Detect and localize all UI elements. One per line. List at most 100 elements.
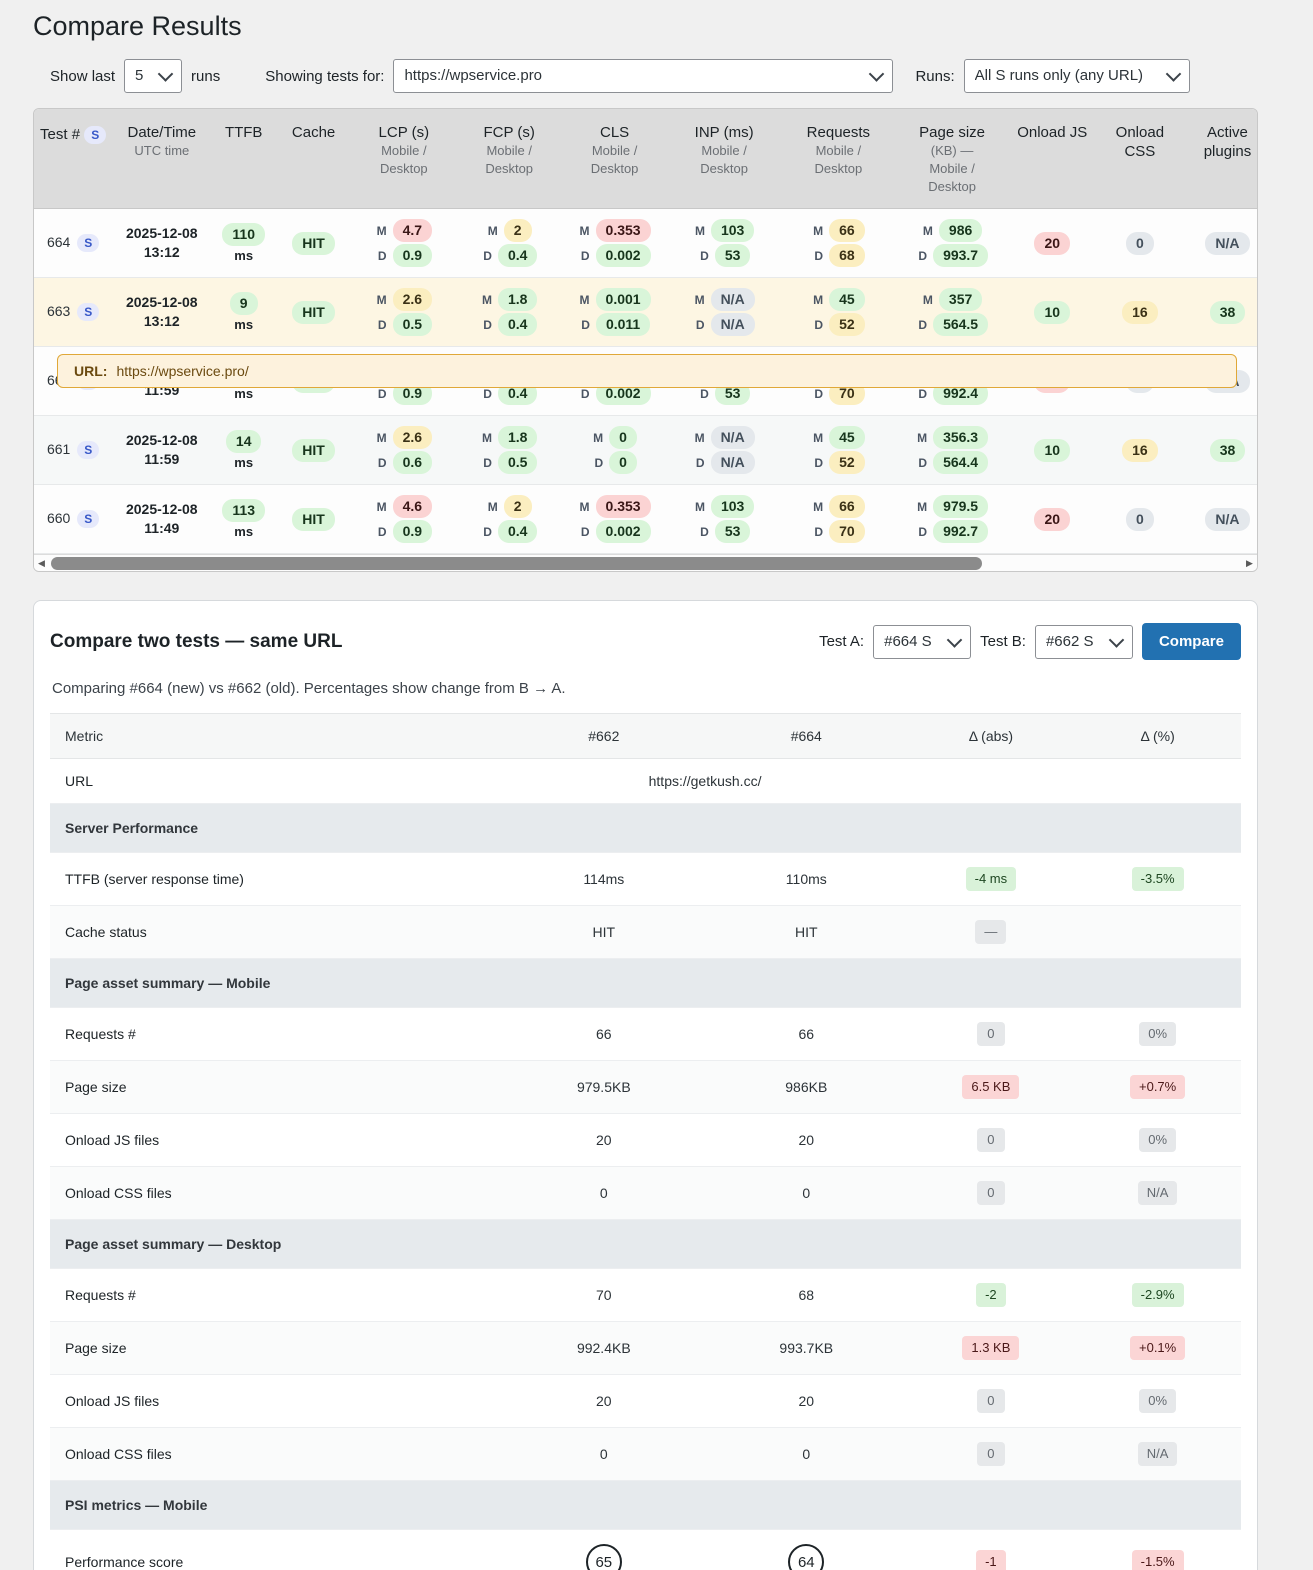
compare-value-a: 66 [705, 1007, 908, 1061]
cell-lcp: M 4.6 D 0.9 [351, 484, 457, 554]
compare-delta-abs: 6.5 KB [907, 1060, 1075, 1114]
metric-md-row: D 0.9 [355, 244, 452, 267]
metric-value-pill: 53 [714, 244, 751, 267]
metric-md-row: M 45 [785, 426, 892, 449]
metric-md-key: D [483, 248, 492, 263]
ttfb-pill: 9 [229, 292, 258, 315]
metric-md-row: M N/A [671, 426, 777, 449]
s-badge-icon: S [77, 510, 100, 529]
cell-onload-js: 10 [1008, 277, 1097, 347]
onload-css-pill: 16 [1122, 438, 1158, 462]
col-active-plugins[interactable]: Active plugins [1183, 109, 1257, 209]
cell-ttfb: 110 ms [211, 208, 277, 278]
url-tooltip-label: URL: [74, 363, 108, 379]
compare-card: Compare two tests — same URL Test A: #66… [33, 600, 1258, 1570]
cell-requests: M 66 D 68 [780, 208, 896, 278]
compare-metric-label: Page size [50, 1321, 503, 1375]
scrollbar-track[interactable] [49, 556, 1242, 570]
cell-test-no[interactable]: 661 S [34, 415, 113, 485]
compare-value-a: 0 [705, 1427, 908, 1481]
col-test-no[interactable]: Test # S [34, 109, 113, 209]
cell-requests: M 45 D 52 [780, 277, 896, 347]
delta-pill: -1.5% [1131, 1550, 1184, 1570]
col-requests[interactable]: Requests Mobile / Desktop [780, 109, 896, 209]
col-onload-css[interactable]: Onload CSS [1096, 109, 1184, 209]
col-datetime[interactable]: Date/Time UTC time [112, 109, 212, 209]
metric-value-pill: 0.4 [497, 244, 538, 267]
cell-requests: M 66 D 70 [780, 484, 896, 554]
delta-pill: +0.1% [1130, 1336, 1186, 1360]
metric-md-row: M 2.6 [355, 288, 452, 311]
scrollbar-thumb[interactable] [51, 556, 982, 570]
cell-cache: HIT [276, 277, 352, 347]
col-cls-label: CLS [599, 124, 630, 141]
col-lcp[interactable]: LCP (s) Mobile / Desktop [351, 109, 457, 209]
col-pagesize[interactable]: Page size (KB) — Mobile / Desktop [895, 109, 1009, 209]
metric-md-key: D [594, 455, 604, 470]
compare-button[interactable]: Compare [1141, 623, 1241, 660]
col-cls-sub2: Desktop [590, 161, 639, 176]
compare-metric-label: Page size [50, 1060, 503, 1114]
table-row[interactable]: 664 S 2025-12-08 13:12 110 ms HIT M 4.7 D 0.9 M 2 D 0.… [34, 208, 1257, 278]
compare-row: Page size 992.4KB 993.7KB 1.3 KB +0.1% [50, 1321, 1241, 1375]
test-a-select[interactable]: #664 S [873, 624, 972, 659]
ttfb-pill: 14 [225, 430, 262, 453]
metric-md-row: M 357 [900, 288, 1005, 311]
col-fcp[interactable]: FCP (s) Mobile / Desktop [456, 109, 562, 209]
metric-md-key: M [694, 430, 705, 445]
compare-metric-label: Cache status [50, 905, 503, 959]
metric-value-pill: 0.5 [392, 313, 433, 336]
compare-header: Compare two tests — same URL Test A: #66… [50, 623, 1241, 660]
compare-metric-label: Requests # [50, 1268, 503, 1322]
col-cache[interactable]: Cache [276, 109, 352, 209]
col-pagesize-sub2: Desktop [928, 179, 976, 194]
compare-section-label: Page asset summary — Desktop [50, 1219, 1241, 1269]
cell-inp: M N/A D N/A [667, 277, 781, 347]
table-row[interactable]: 660 S 2025-12-08 11:49 113 ms HIT M 4.6 D 0.9 M 2 D 0.… [34, 484, 1257, 554]
runs-count-select[interactable]: 5 [124, 59, 183, 93]
compare-delta-abs: 0 [907, 1374, 1075, 1428]
metric-value-pill: 0.002 [595, 520, 651, 543]
metric-md-row: M 1.8 [461, 426, 558, 449]
compare-delta-abs: 0 [907, 1166, 1075, 1220]
col-datetime-label: Date/Time [127, 124, 197, 141]
col-test-no-label: Test # [40, 126, 81, 143]
onload-js-pill: 20 [1034, 231, 1071, 255]
runs-suffix-label: runs [191, 67, 221, 85]
onload-css-pill: 0 [1125, 231, 1154, 255]
runs-mode-select[interactable]: All S runs only (any URL) [963, 59, 1190, 93]
compare-row: Cache status HIT HIT — [50, 905, 1241, 959]
cell-onload-css: 0 [1096, 484, 1184, 554]
cell-ttfb: 14 ms [211, 415, 277, 485]
col-inp-sub2: Desktop [700, 161, 748, 176]
table-row[interactable]: 663 S 2025-12-08 13:12 9 ms HIT M 2.6 D 0.5 M 1.8 D 0.… [34, 277, 1257, 347]
cell-requests: M 45 D 52 [780, 415, 896, 485]
scroll-right-arrow-icon[interactable]: ▶ [1246, 557, 1253, 568]
cell-onload-js: 10 [1008, 415, 1097, 485]
compare-value-b: 992.4KB [502, 1321, 706, 1375]
metric-value-pill: 103 [710, 219, 755, 242]
cell-lcp: M 2.6 D 0.5 [351, 277, 457, 347]
horizontal-scrollbar[interactable]: ◀ ▶ [34, 554, 1257, 571]
delta-pill: 0 [976, 1442, 1005, 1466]
metric-value-pill: 4.6 [392, 495, 433, 518]
url-select[interactable]: https://wpservice.pro [393, 59, 894, 93]
table-row[interactable]: 661 S 2025-12-08 11:59 14 ms HIT M 2.6 D 0.6 M 1.8 D 0… [34, 415, 1257, 485]
cell-fcp: M 1.8 D 0.5 [456, 415, 562, 485]
s-badge-icon: S [77, 234, 100, 253]
test-b-select[interactable]: #662 S [1034, 624, 1133, 659]
cell-ttfb: 113 ms [211, 484, 277, 554]
cell-test-no[interactable]: 660 S [34, 484, 113, 554]
cell-test-no[interactable]: 663 S [34, 277, 113, 347]
col-ttfb[interactable]: TTFB [211, 109, 277, 209]
col-onload-js[interactable]: Onload JS [1008, 109, 1097, 209]
compare-delta-pct: 0% [1074, 1007, 1241, 1061]
metric-value-pill: N/A [710, 426, 755, 449]
scroll-left-arrow-icon[interactable]: ◀ [38, 557, 45, 568]
cell-test-no[interactable]: 664 S [34, 208, 113, 278]
results-table-scroll[interactable]: Test # S Date/Time UTC time TTFB Cache L… [34, 109, 1257, 554]
metric-value-pill: N/A [710, 288, 755, 311]
col-cls[interactable]: CLS Mobile / Desktop [561, 109, 668, 209]
col-inp[interactable]: INP (ms) Mobile / Desktop [667, 109, 781, 209]
